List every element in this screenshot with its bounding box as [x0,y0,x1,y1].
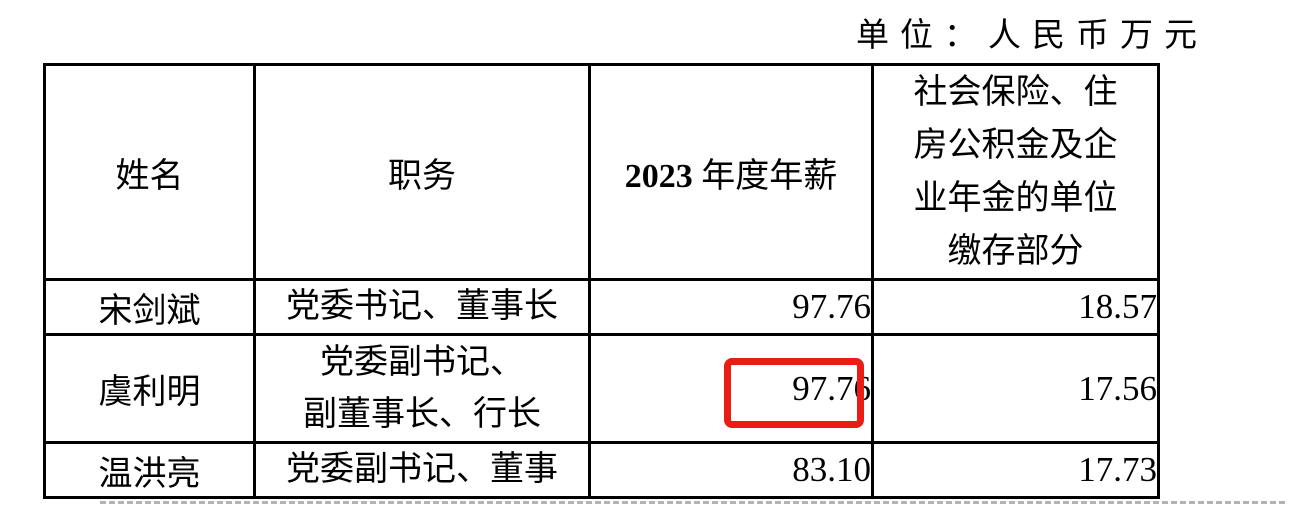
position-text: 党委书记、董事长 [286,288,558,325]
table-row: 宋剑斌 党委书记、董事长 97.76 18.57 [43,278,1160,336]
table-row: 虞利明 党委副书记、 副董事长、行长 97.76 17.56 [43,333,1160,444]
table-header-row: 姓名 职务 2023 年度年薪 社会保险、住 房公积金及企 业年金的单位 缴存部… [43,63,1160,281]
position-cell: 党委副书记、董事 [253,441,591,499]
header-social: 社会保险、住 房公积金及企 业年金的单位 缴存部分 [871,63,1160,281]
header-social-line: 业年金的单位 [913,180,1118,217]
position-text-line2: 副董事长、行长 [303,395,541,433]
header-salary-year: 2023 [624,157,693,195]
header-position: 职务 [253,63,591,281]
unit-label: 单位：人民币万元 [856,18,1208,54]
name-cell: 虞利明 [43,333,256,444]
salary-cell: 83.10 [588,441,874,499]
position-text-line1: 党委副书记、 [320,343,524,381]
header-social-line: 社会保险、住 [913,74,1118,111]
name-cell: 宋剑斌 [43,278,256,336]
header-name: 姓名 [43,63,256,281]
salary-table: 姓名 职务 2023 年度年薪 社会保险、住 房公积金及企 业年金的单位 缴存部… [43,63,1160,499]
social-cell: 17.56 [871,333,1160,444]
position-cell: 党委书记、董事长 [253,278,591,336]
salary-cell-highlighted: 97.76 [588,333,874,444]
position-text: 党委副书记、董事 [286,451,558,488]
header-salary: 2023 年度年薪 [588,63,874,281]
social-cell: 17.73 [871,441,1160,499]
salary-cell: 97.76 [588,278,874,336]
position-cell: 党委副书记、 副董事长、行长 [253,333,591,444]
name-cell: 温洪亮 [43,441,256,499]
header-social-line: 缴存部分 [947,233,1084,270]
table-row: 温洪亮 党委副书记、董事 83.10 17.73 [43,441,1160,499]
cropped-next-row-hint [100,501,1285,504]
social-cell: 18.57 [871,278,1160,336]
header-salary-suffix: 年度年薪 [692,157,838,195]
salary-value: 97.76 [792,368,871,408]
header-social-line: 房公积金及企 [913,127,1118,164]
